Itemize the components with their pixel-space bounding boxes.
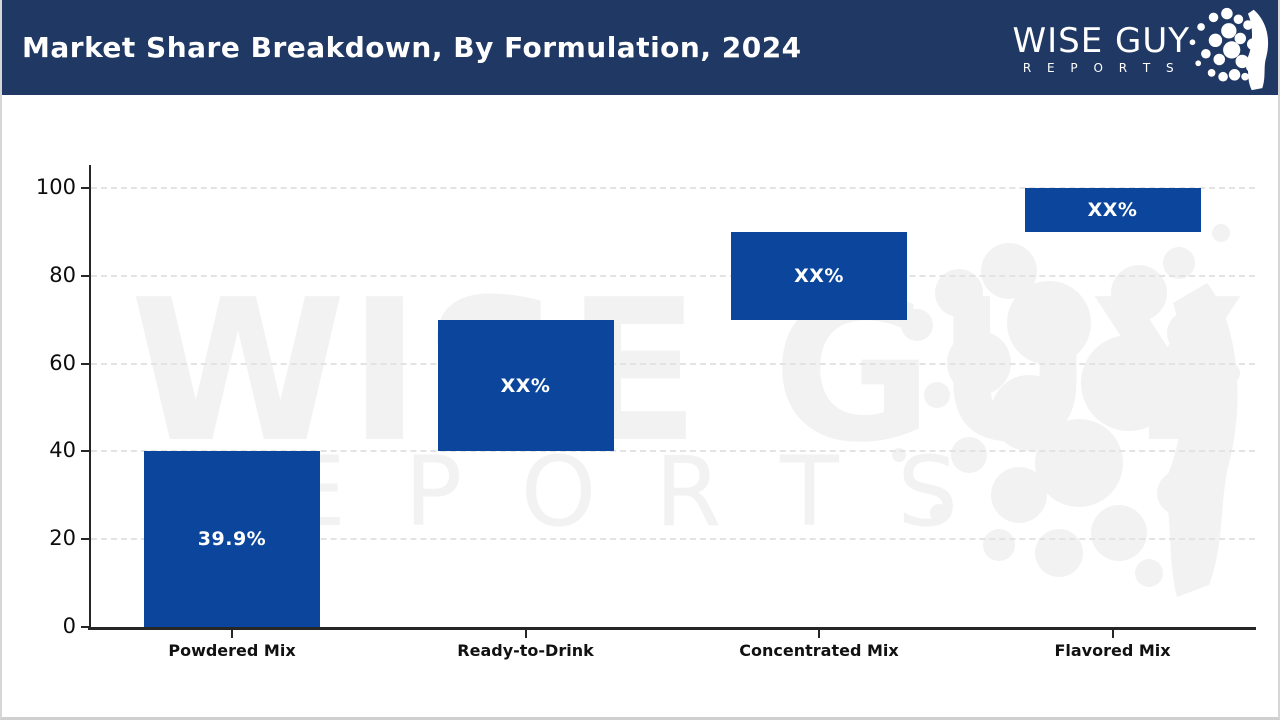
watermark-head-icon [892,224,1240,597]
bar-value-label: 39.9% [197,528,267,551]
y-tick-label-60: 60 [49,350,76,375]
bar-flavored-mix: XX% [1024,188,1201,232]
bar-powdered-mix: 39.9% [144,451,320,627]
x-tick-label-3: Concentrated Mix [739,641,899,660]
y-tick-mark-60 [81,362,89,365]
gridline-80 [91,274,1255,277]
y-tick-mark-100 [81,187,89,189]
gridline-100 [91,187,1255,189]
bar-value-label: XX% [1087,198,1138,221]
y-tick-mark-80 [81,274,89,277]
wiseguy-logo-subtext: R E P O R T S [1022,60,1180,75]
x-tick-mark-3 [818,630,820,638]
bar-ready-to-drink: XX% [437,319,614,452]
gridline-40 [91,450,1255,453]
x-axis-line [88,627,1256,630]
y-tick-label-20: 20 [49,526,76,551]
y-tick-mark-40 [81,450,89,453]
report-header: Market Share Breakdown, By Formulation, … [2,0,1278,95]
gridline-20 [91,538,1255,541]
y-tick-label-100: 100 [35,175,76,199]
x-tick-label-4: Flavored Mix [1054,641,1171,660]
y-tick-label-80: 80 [49,262,76,287]
x-tick-mark-4 [1111,630,1114,638]
bar-concentrated-mix: XX% [731,231,907,320]
x-tick-mark-2 [524,630,527,638]
wiseguy-logo: WISE GUY R E P O R T S [1012,4,1274,92]
gridline-60 [91,362,1255,365]
y-axis-line [89,165,91,629]
wiseguy-logo-text: WISE GUY [1012,20,1190,61]
bar-value-label: XX% [500,374,551,397]
y-tick-mark-20 [81,538,89,541]
y-tick-label-40: 40 [49,438,76,463]
y-tick-label-0: 0 [62,614,76,638]
bar-value-label: XX% [794,264,844,287]
wiseguy-logo-head-icon [1189,7,1269,91]
page-title: Market Share Breakdown, By Formulation, … [22,31,802,64]
x-tick-mark-1 [231,630,233,638]
x-tick-label-1: Powdered Mix [168,641,296,660]
x-tick-label-2: Ready-to-Drink [457,641,594,660]
y-tick-mark-0 [81,626,89,628]
